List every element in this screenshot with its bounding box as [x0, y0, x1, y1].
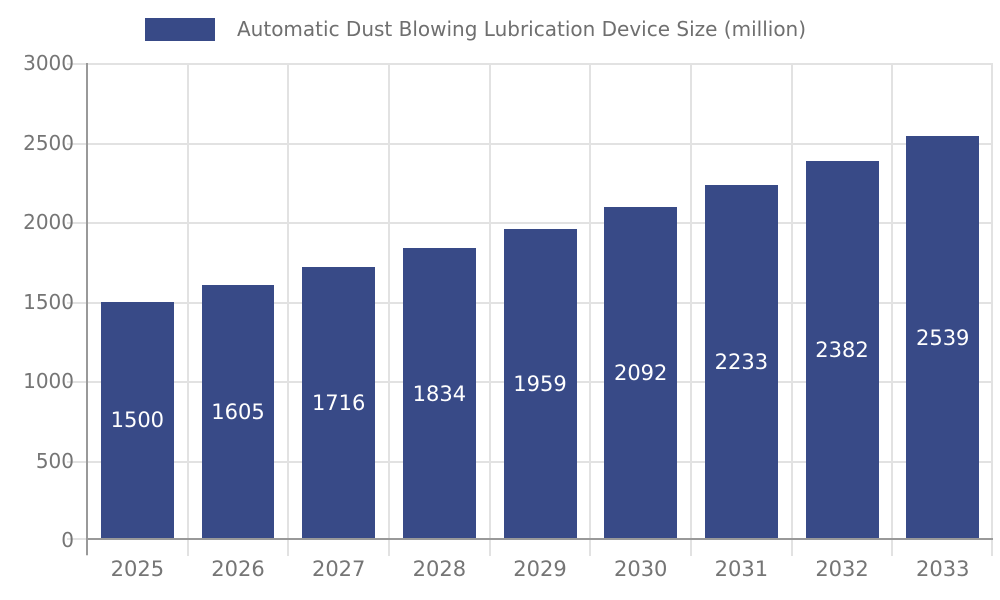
x-axis-tick [991, 540, 993, 556]
x-axis-tick [287, 540, 290, 556]
v-gridline [589, 63, 592, 540]
bar-slot: 2092 [590, 63, 691, 540]
x-tick-label: 2030 [613, 557, 668, 581]
bar-2025: 1500 [100, 301, 174, 540]
h-gridline [87, 142, 993, 145]
bar-slot: 1500 [87, 63, 188, 540]
bar-value-label: 1716 [311, 391, 366, 416]
v-gridline [186, 63, 189, 540]
y-tick-label: 1000 [23, 369, 74, 394]
x-axis-tick [387, 540, 390, 556]
v-gridline [891, 63, 894, 540]
y-axis-tick [67, 142, 86, 145]
bar-value-label: 1834 [412, 381, 467, 406]
bar-value-label: 1500 [110, 408, 165, 433]
legend-label: Automatic Dust Blowing Lubrication Devic… [237, 17, 807, 41]
bar-2032: 2382 [805, 161, 879, 540]
y-axis-tick [67, 63, 86, 65]
v-gridline [991, 63, 993, 540]
x-tick-label: 2028 [412, 557, 467, 581]
bar-2027: 1716 [302, 267, 376, 540]
x-axis-tick [891, 540, 894, 556]
v-gridline [387, 63, 390, 540]
bar-value-label: 1605 [211, 399, 265, 424]
x-axis-line [86, 538, 993, 540]
bars-container: 1500 1605 1716 1834 1959 2092 2233 2382 2539 [87, 63, 993, 540]
y-tick-label: 0 [61, 528, 74, 552]
x-axis-tick [589, 540, 592, 556]
bar-slot: 2233 [691, 63, 792, 540]
x-axis-tick [186, 540, 189, 556]
x-axis-tick [488, 540, 491, 556]
x-tick-label: 2031 [714, 557, 769, 581]
x-tick-label: 2027 [311, 557, 366, 581]
y-axis-tick [67, 381, 86, 384]
y-tick-label: 2000 [23, 210, 74, 235]
bar-value-label: 2539 [915, 325, 970, 350]
x-axis-tick [689, 540, 692, 556]
bar-value-label: 2382 [815, 338, 869, 363]
bar-2026: 1605 [201, 284, 275, 540]
x-axis-labels: 2025 2026 2027 2028 2029 2030 2031 2032 2033 [87, 557, 993, 581]
x-tick-label: 2032 [815, 557, 869, 581]
bar-2029: 1959 [503, 228, 577, 540]
bar-slot: 2539 [892, 63, 993, 540]
y-tick-label: 500 [35, 448, 74, 473]
y-axis-tick [67, 301, 86, 304]
y-tick-label: 1500 [23, 289, 74, 314]
y-axis-line [86, 63, 88, 555]
bar-slot: 1605 [188, 63, 289, 540]
x-tick-label: 2025 [110, 557, 165, 581]
bar-2033: 2539 [906, 136, 980, 540]
plot-area: 1500 1605 1716 1834 1959 2092 2233 2382 2539 202… [23, 53, 993, 581]
x-tick-label: 2029 [513, 557, 567, 581]
bar-slot: 1959 [490, 63, 591, 540]
v-gridline [790, 63, 793, 540]
bar-2028: 1834 [402, 248, 476, 540]
bar-value-label: 2092 [613, 361, 668, 386]
v-gridline [488, 63, 491, 540]
bar-2031: 2233 [704, 184, 778, 540]
y-tick-label: 3000 [23, 51, 74, 75]
legend[interactable]: Automatic Dust Blowing Lubrication Devic… [145, 17, 806, 41]
bar-slot: 1716 [288, 63, 389, 540]
h-gridline [87, 63, 993, 65]
bar-slot: 2382 [792, 63, 893, 540]
y-axis-tick [67, 538, 86, 540]
v-gridline [689, 63, 692, 540]
bar-value-label: 1959 [513, 371, 567, 396]
bar-value-label: 2233 [714, 349, 769, 374]
y-axis-tick [67, 460, 86, 463]
x-tick-label: 2026 [211, 557, 265, 581]
legend-swatch [145, 17, 215, 41]
bar-2030: 2092 [604, 207, 678, 540]
bar-slot: 1834 [389, 63, 490, 540]
h-gridline [87, 222, 993, 225]
v-gridline [287, 63, 290, 540]
x-tick-label: 2033 [915, 557, 970, 581]
y-axis-tick [67, 222, 86, 225]
y-tick-label: 2500 [23, 130, 74, 155]
x-axis-tick [790, 540, 793, 556]
